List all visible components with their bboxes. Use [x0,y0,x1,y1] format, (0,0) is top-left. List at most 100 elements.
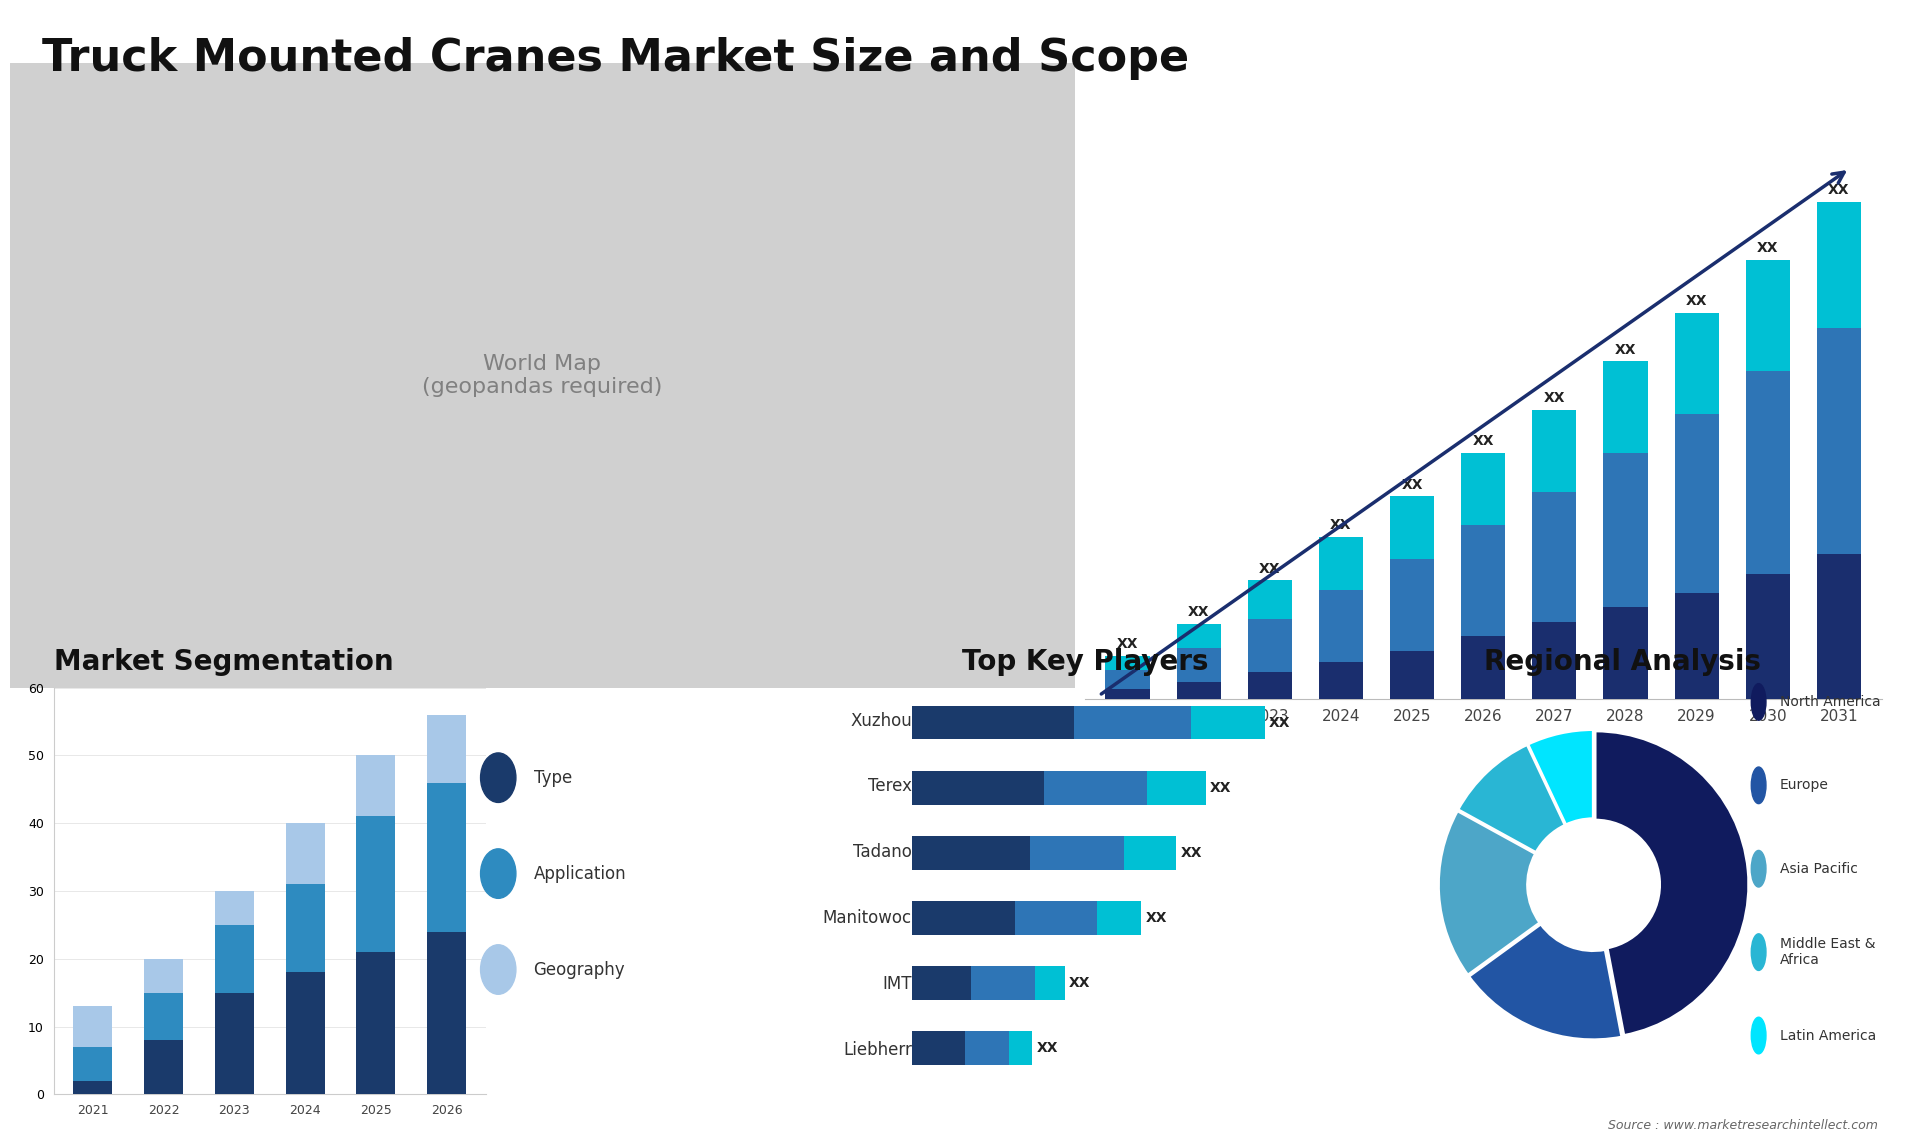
Bar [1674,592,1718,699]
Bar [1248,672,1292,699]
Text: Middle East &
Africa: Middle East & Africa [1780,937,1876,967]
Bar [428,783,467,932]
Text: Geography: Geography [534,960,626,979]
Text: XX: XX [1757,241,1778,256]
Bar [73,1047,111,1081]
Bar [215,892,253,925]
Bar [1106,690,1150,699]
Bar [1096,901,1140,935]
Text: World Map
(geopandas required): World Map (geopandas required) [422,354,662,397]
Text: XX: XX [1402,478,1423,492]
Text: XX: XX [1117,637,1139,651]
Bar [1044,770,1146,804]
Bar [1035,966,1066,999]
Text: XX: XX [1828,183,1849,197]
Bar [1177,682,1221,699]
Bar [966,1031,1008,1065]
Bar [1248,580,1292,619]
Bar [1177,623,1221,647]
Bar [286,972,324,1094]
Bar [1106,656,1150,670]
Bar [215,992,253,1094]
Bar [1390,559,1434,651]
Text: Tadano: Tadano [852,843,912,862]
Bar [144,1041,182,1094]
Text: Terex: Terex [868,777,912,795]
Bar [1248,619,1292,672]
Circle shape [1751,767,1766,803]
Bar [1745,371,1789,574]
Bar [1319,537,1363,590]
Bar [144,959,182,992]
Bar [912,770,1044,804]
Text: XX: XX [1069,976,1091,990]
Bar [1123,835,1177,870]
Text: INTELLECT: INTELLECT [1791,102,1862,115]
Text: XX: XX [1473,434,1494,448]
Bar [912,966,972,999]
Text: Type: Type [534,769,572,786]
Bar [1461,525,1505,636]
Text: XX: XX [1037,1041,1058,1055]
Bar [73,1081,111,1094]
Circle shape [1751,1018,1766,1054]
Bar [1008,1031,1033,1065]
Bar [357,952,396,1094]
Bar [1319,662,1363,699]
Text: Manitowoc: Manitowoc [824,909,912,927]
Bar [1106,670,1150,690]
Text: XX: XX [1260,562,1281,575]
Bar [357,816,396,952]
Bar [1461,453,1505,525]
Text: XX: XX [1686,295,1707,308]
Bar [912,1031,966,1065]
Bar [1319,590,1363,662]
Text: XX: XX [1544,391,1565,405]
Text: Source : www.marketresearchintellect.com: Source : www.marketresearchintellect.com [1607,1120,1878,1132]
Circle shape [1751,850,1766,887]
Bar [1029,835,1123,870]
Text: Application: Application [534,864,626,882]
Bar [357,755,396,816]
Wedge shape [1457,745,1565,853]
Bar [73,1006,111,1047]
Bar [1461,636,1505,699]
Text: Liebherr: Liebherr [843,1041,912,1059]
Bar [10,63,1075,688]
Text: XX: XX [1181,846,1202,860]
Bar [1816,202,1860,328]
Bar [912,835,1029,870]
Bar [912,706,1073,739]
Bar [1190,706,1265,739]
Bar [1532,622,1576,699]
Text: Regional Analysis: Regional Analysis [1484,649,1761,676]
Text: Top Key Players: Top Key Players [962,649,1208,676]
Bar [1390,651,1434,699]
Circle shape [1532,823,1655,947]
Bar [972,966,1035,999]
Bar [428,932,467,1094]
Wedge shape [1528,730,1594,825]
Bar [1532,492,1576,622]
Text: IMT: IMT [883,975,912,994]
Bar [215,925,253,992]
Text: XX: XX [1331,518,1352,532]
Circle shape [480,849,516,898]
Bar [286,885,324,972]
Wedge shape [1438,811,1540,975]
Text: XX: XX [1269,715,1290,730]
Text: Latin America: Latin America [1780,1028,1876,1043]
Bar [428,715,467,783]
Bar [286,823,324,885]
Circle shape [480,753,516,802]
Bar [1532,409,1576,492]
Bar [912,901,1016,935]
Bar [1745,574,1789,699]
Text: North America: North America [1780,694,1880,709]
Text: XX: XX [1188,605,1210,619]
Text: MARKET: MARKET [1799,45,1855,57]
Bar [1177,647,1221,682]
Bar [1146,770,1206,804]
Wedge shape [1469,924,1622,1039]
Bar [1816,555,1860,699]
